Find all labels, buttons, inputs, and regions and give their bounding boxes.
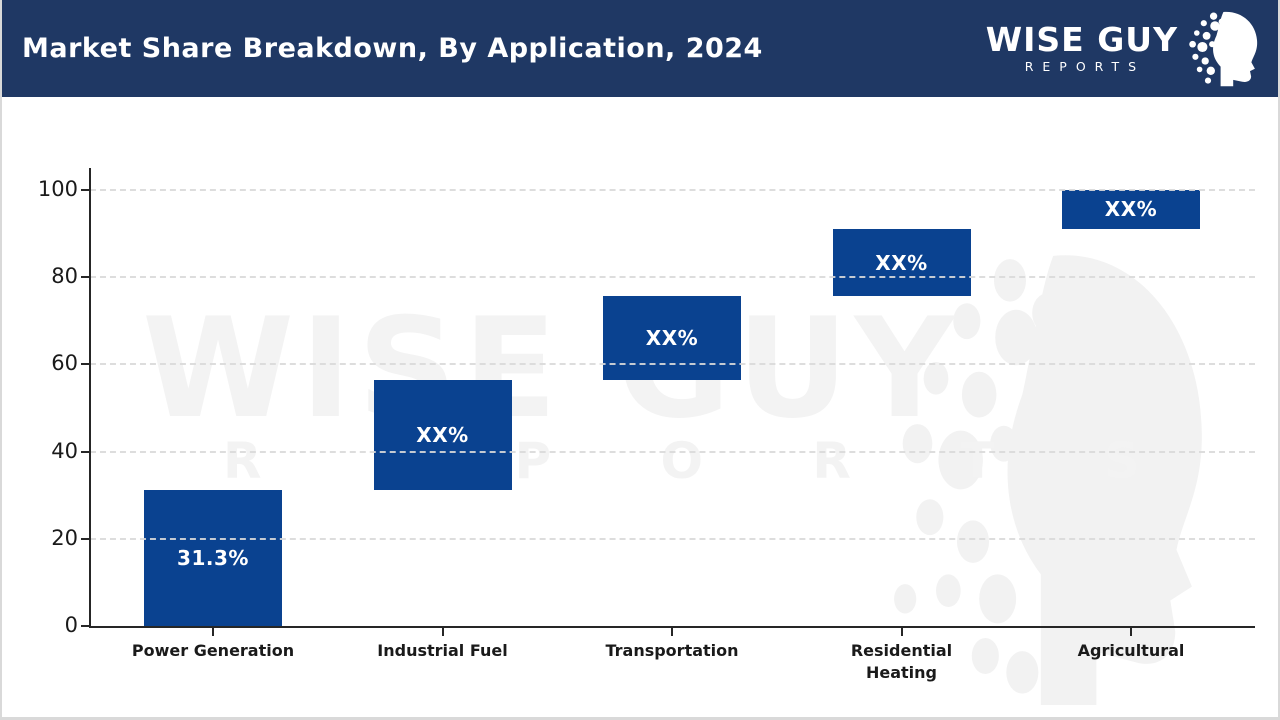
y-tick-80 [81,276,89,279]
bar-agricultural: XX% [1062,190,1200,229]
brand-logo-line2: REPORTS [1024,59,1146,75]
x-tick-0 [212,628,214,636]
brand-logo-line1: WISE GUY [985,20,1178,60]
watermark-subtext: R E P O R T S [223,432,1186,490]
x-tick-1 [441,628,444,636]
x-axis [89,626,1255,628]
bar-value-label: XX% [1104,197,1158,222]
gridline-60 [90,363,1255,366]
bar-value-label: XX% [645,326,699,351]
x-tick-3 [900,628,903,636]
brand-logo-text: WISE GUY REPORTS [986,23,1178,74]
y-tick-label-80: 80 [51,264,78,289]
bar-transportation: XX% [603,296,741,381]
y-tick-label-20: 20 [51,525,78,550]
dotted-head-profile-icon [1180,5,1264,93]
y-tick-20 [81,537,89,540]
y-axis [89,168,91,628]
gridline-40 [90,450,1255,453]
bar-value-label: XX% [875,250,928,275]
category-label-2: Transportation [605,641,739,660]
category-label-1: Industrial Fuel [377,641,508,660]
watermark-wordmark: WISE GUY [142,288,961,449]
y-tick-0 [81,625,89,627]
dotted-head-profile-watermark [862,215,1232,709]
x-tick-4 [1130,628,1132,636]
page-title: Market Share Breakdown, By Application, … [22,33,763,64]
y-tick-40 [81,450,89,453]
y-tick-label-60: 60 [51,351,78,376]
gridline-80 [90,276,1255,279]
y-tick-100 [81,189,89,191]
bar-value-label: 31.3% [177,545,249,570]
y-tick-60 [81,363,89,366]
gridline-100 [90,189,1255,191]
brand-logo: WISE GUY REPORTS [986,0,1264,97]
x-tick-2 [671,628,673,636]
bar-power-generation: 31.3% [144,489,282,626]
category-label-3: Residential Heating [850,641,953,682]
bar-residential-heating: XX% [832,228,971,297]
bar-value-label: XX% [416,422,469,447]
bar-industrial-fuel: XX% [373,380,512,490]
category-label-4: Agricultural [1077,641,1185,660]
y-tick-label-100: 100 [37,177,78,201]
category-label-0: Power Generation [131,641,295,660]
gridline-20 [90,537,1255,540]
y-tick-label-0: 0 [64,613,78,637]
y-tick-label-40: 40 [51,438,78,463]
header-bar: Market Share Breakdown, By Application, … [2,0,1278,97]
